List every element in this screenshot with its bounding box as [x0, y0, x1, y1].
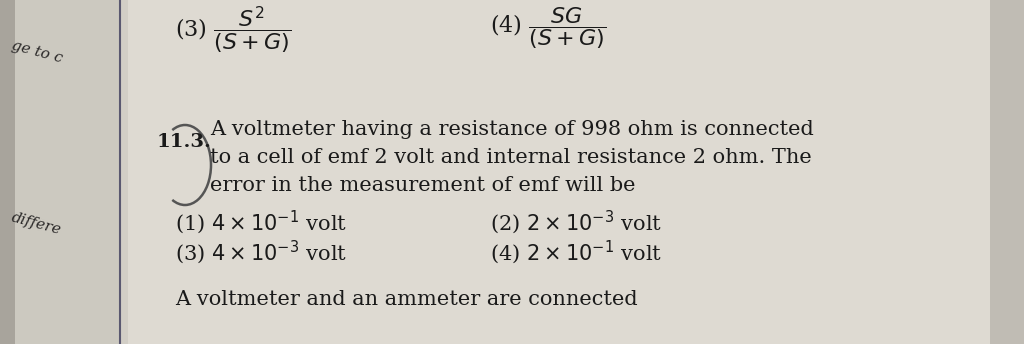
Text: to a cell of emf 2 volt and internal resistance 2 ohm. The: to a cell of emf 2 volt and internal res… [210, 148, 812, 167]
Text: differe: differe [10, 210, 63, 237]
FancyBboxPatch shape [120, 0, 128, 344]
FancyBboxPatch shape [0, 0, 15, 344]
Text: (4) $2 \times 10^{-1}$ volt: (4) $2 \times 10^{-1}$ volt [490, 238, 663, 266]
FancyBboxPatch shape [120, 0, 1024, 344]
Text: error in the measurement of emf will be: error in the measurement of emf will be [210, 176, 636, 195]
Text: (4) $\dfrac{SG}{(S+G)}$: (4) $\dfrac{SG}{(S+G)}$ [490, 5, 606, 51]
FancyBboxPatch shape [0, 0, 120, 344]
Text: (3) $4 \times 10^{-3}$ volt: (3) $4 \times 10^{-3}$ volt [175, 238, 347, 266]
Text: ge to c: ge to c [10, 38, 65, 65]
Text: (1) $4 \times 10^{-1}$ volt: (1) $4 \times 10^{-1}$ volt [175, 208, 347, 236]
Text: (2) $2 \times 10^{-3}$ volt: (2) $2 \times 10^{-3}$ volt [490, 208, 663, 236]
Text: 11.3.: 11.3. [157, 133, 212, 151]
Text: A voltmeter and an ammeter are connected: A voltmeter and an ammeter are connected [175, 290, 638, 309]
Text: A voltmeter having a resistance of 998 ohm is connected: A voltmeter having a resistance of 998 o… [210, 120, 814, 139]
FancyBboxPatch shape [990, 0, 1024, 344]
Text: (3) $\dfrac{S^2}{(S+G)}$: (3) $\dfrac{S^2}{(S+G)}$ [175, 5, 292, 56]
